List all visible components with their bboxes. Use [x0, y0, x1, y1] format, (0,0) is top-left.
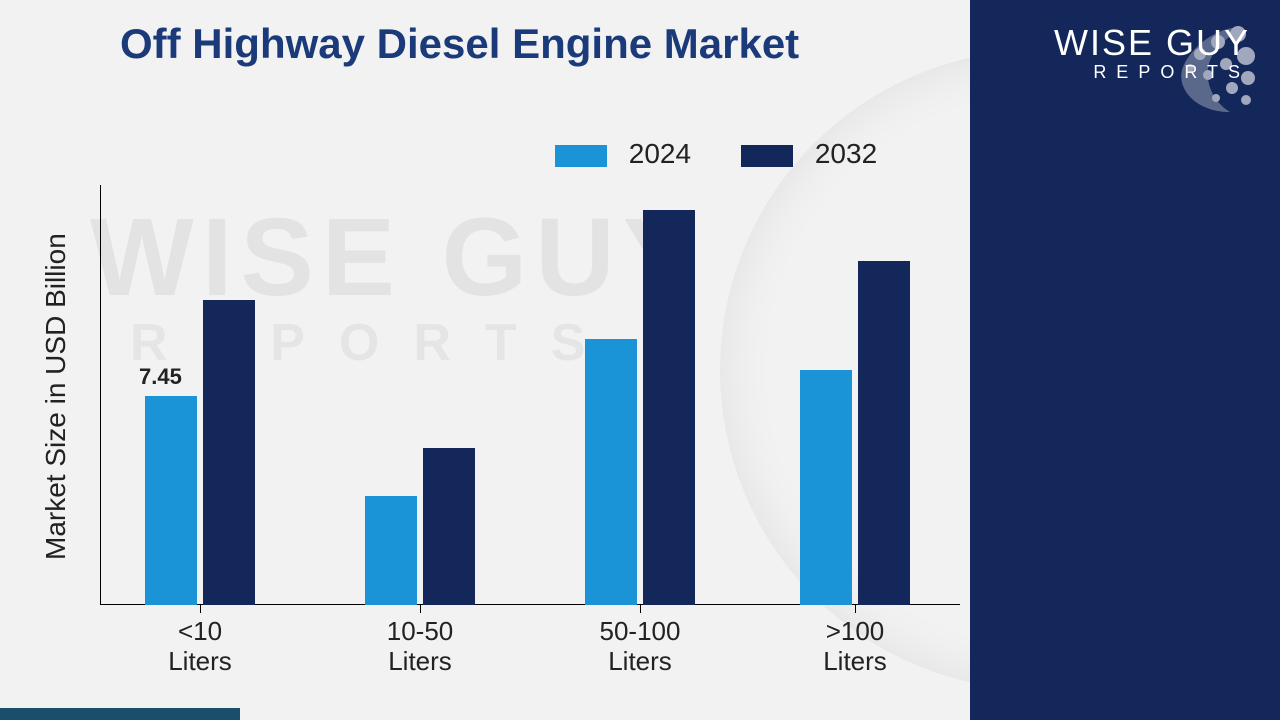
legend-label-2032: 2032	[815, 138, 877, 169]
x-tick	[855, 605, 856, 613]
bar-value-label: 7.45	[139, 364, 182, 390]
y-axis-label: Market Size in USD Billion	[40, 233, 72, 560]
legend-item-2024: 2024	[555, 138, 691, 170]
x-axis-category-label: <10Liters	[115, 617, 285, 677]
brand-side-band	[970, 0, 1280, 720]
x-axis-category-label: 50-100Liters	[555, 617, 725, 677]
x-tick	[420, 605, 421, 613]
y-axis-line	[100, 185, 101, 605]
legend-item-2032: 2032	[741, 138, 877, 170]
accent-bar	[0, 708, 240, 720]
x-tick	[640, 605, 641, 613]
brand-subname: REPORTS	[1054, 62, 1250, 83]
legend-label-2024: 2024	[629, 138, 691, 169]
bar	[423, 448, 475, 605]
bar	[203, 300, 255, 605]
legend-swatch-2032	[741, 145, 793, 167]
bar	[643, 210, 695, 605]
x-tick	[200, 605, 201, 613]
bar	[800, 370, 852, 605]
chart-plot-area: 7.45	[100, 185, 960, 605]
legend: 2024 2032	[555, 138, 877, 170]
bar	[858, 261, 910, 605]
chart-title: Off Highway Diesel Engine Market	[120, 20, 799, 68]
legend-swatch-2024	[555, 145, 607, 167]
brand-name: WISE GUY	[1054, 22, 1250, 64]
bar	[585, 339, 637, 605]
bar	[365, 496, 417, 605]
x-axis-category-label: >100Liters	[770, 617, 940, 677]
x-axis-category-label: 10-50Liters	[335, 617, 505, 677]
bar	[145, 396, 197, 605]
brand-logo: WISE GUY REPORTS	[1054, 22, 1250, 83]
